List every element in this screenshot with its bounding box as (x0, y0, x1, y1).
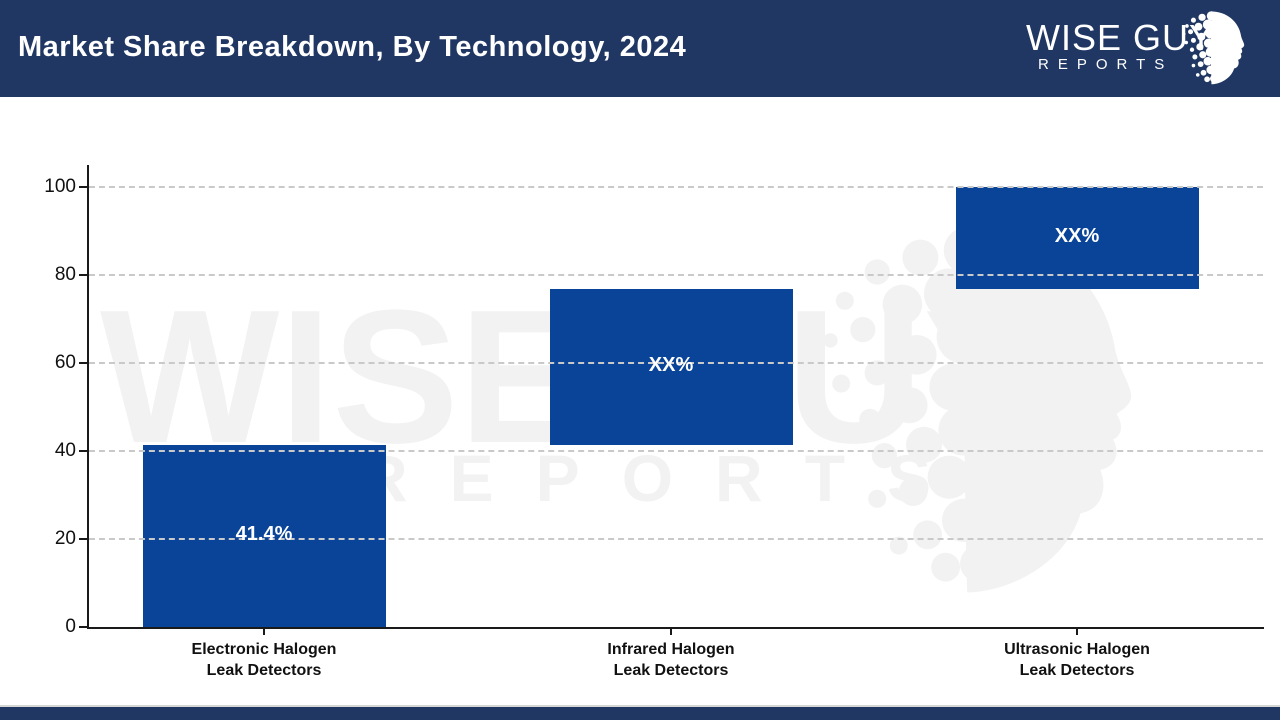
logo-text-reports: REPORTS (1038, 56, 1174, 73)
header-bar: Market Share Breakdown, By Technology, 2… (0, 0, 1280, 97)
x-tick-mark (670, 627, 672, 635)
bar-value-label: XX% (1054, 225, 1100, 248)
x-category-label-line2: Leak Detectors (613, 662, 729, 679)
y-tick-mark (79, 538, 87, 540)
x-tick-mark (1076, 627, 1078, 635)
bar-segment (142, 444, 386, 627)
bar-segment (955, 187, 1199, 290)
x-category-label-line2: Leak Detectors (206, 662, 322, 679)
x-tick-mark (263, 627, 265, 635)
x-category-label-line1: Electronic Halogen (191, 641, 337, 658)
x-category-label-line2: Leak Detectors (1019, 662, 1135, 679)
y-tick-mark (79, 362, 87, 364)
y-tick-label: 0 (65, 616, 76, 637)
x-category-label: Ultrasonic Halogen Leak Detectors (907, 639, 1247, 681)
gridline (89, 362, 1263, 364)
y-tick-mark (79, 450, 87, 452)
x-category-label-line1: Infrared Halogen (607, 641, 735, 658)
y-axis-line (87, 165, 89, 627)
bar-value-label: XX% (648, 353, 694, 376)
gridline (89, 450, 1263, 452)
dotted-head-icon (1182, 11, 1245, 85)
bar-value-label: 41.4% (235, 522, 293, 545)
logo-text-wise-guy: WISE GUY (1026, 17, 1215, 58)
gridline (89, 186, 1263, 188)
y-tick-mark (79, 186, 87, 188)
footer-bar (0, 705, 1280, 720)
x-category-label-line1: Ultrasonic Halogen (1004, 641, 1150, 658)
y-tick-label: 20 (54, 528, 76, 549)
x-category-label: Infrared Halogen Leak Detectors (501, 639, 841, 681)
bar-segment (549, 289, 793, 445)
watermark-text-reports: REPORTS (360, 441, 974, 515)
gridline (89, 538, 1263, 540)
y-tick-label: 40 (54, 440, 76, 461)
wise-guy-logo: WISE GUY REPORTS (1026, 0, 1266, 97)
y-tick-mark (79, 626, 87, 628)
y-tick-mark (79, 274, 87, 276)
x-category-label: Electronic Halogen Leak Detectors (94, 639, 434, 681)
page-title: Market Share Breakdown, By Technology, 2… (18, 31, 687, 63)
gridline (89, 274, 1263, 276)
x-axis-line (87, 627, 1264, 629)
y-tick-label: 80 (54, 264, 76, 285)
y-tick-label: 60 (54, 352, 76, 373)
y-tick-label: 100 (44, 176, 76, 197)
